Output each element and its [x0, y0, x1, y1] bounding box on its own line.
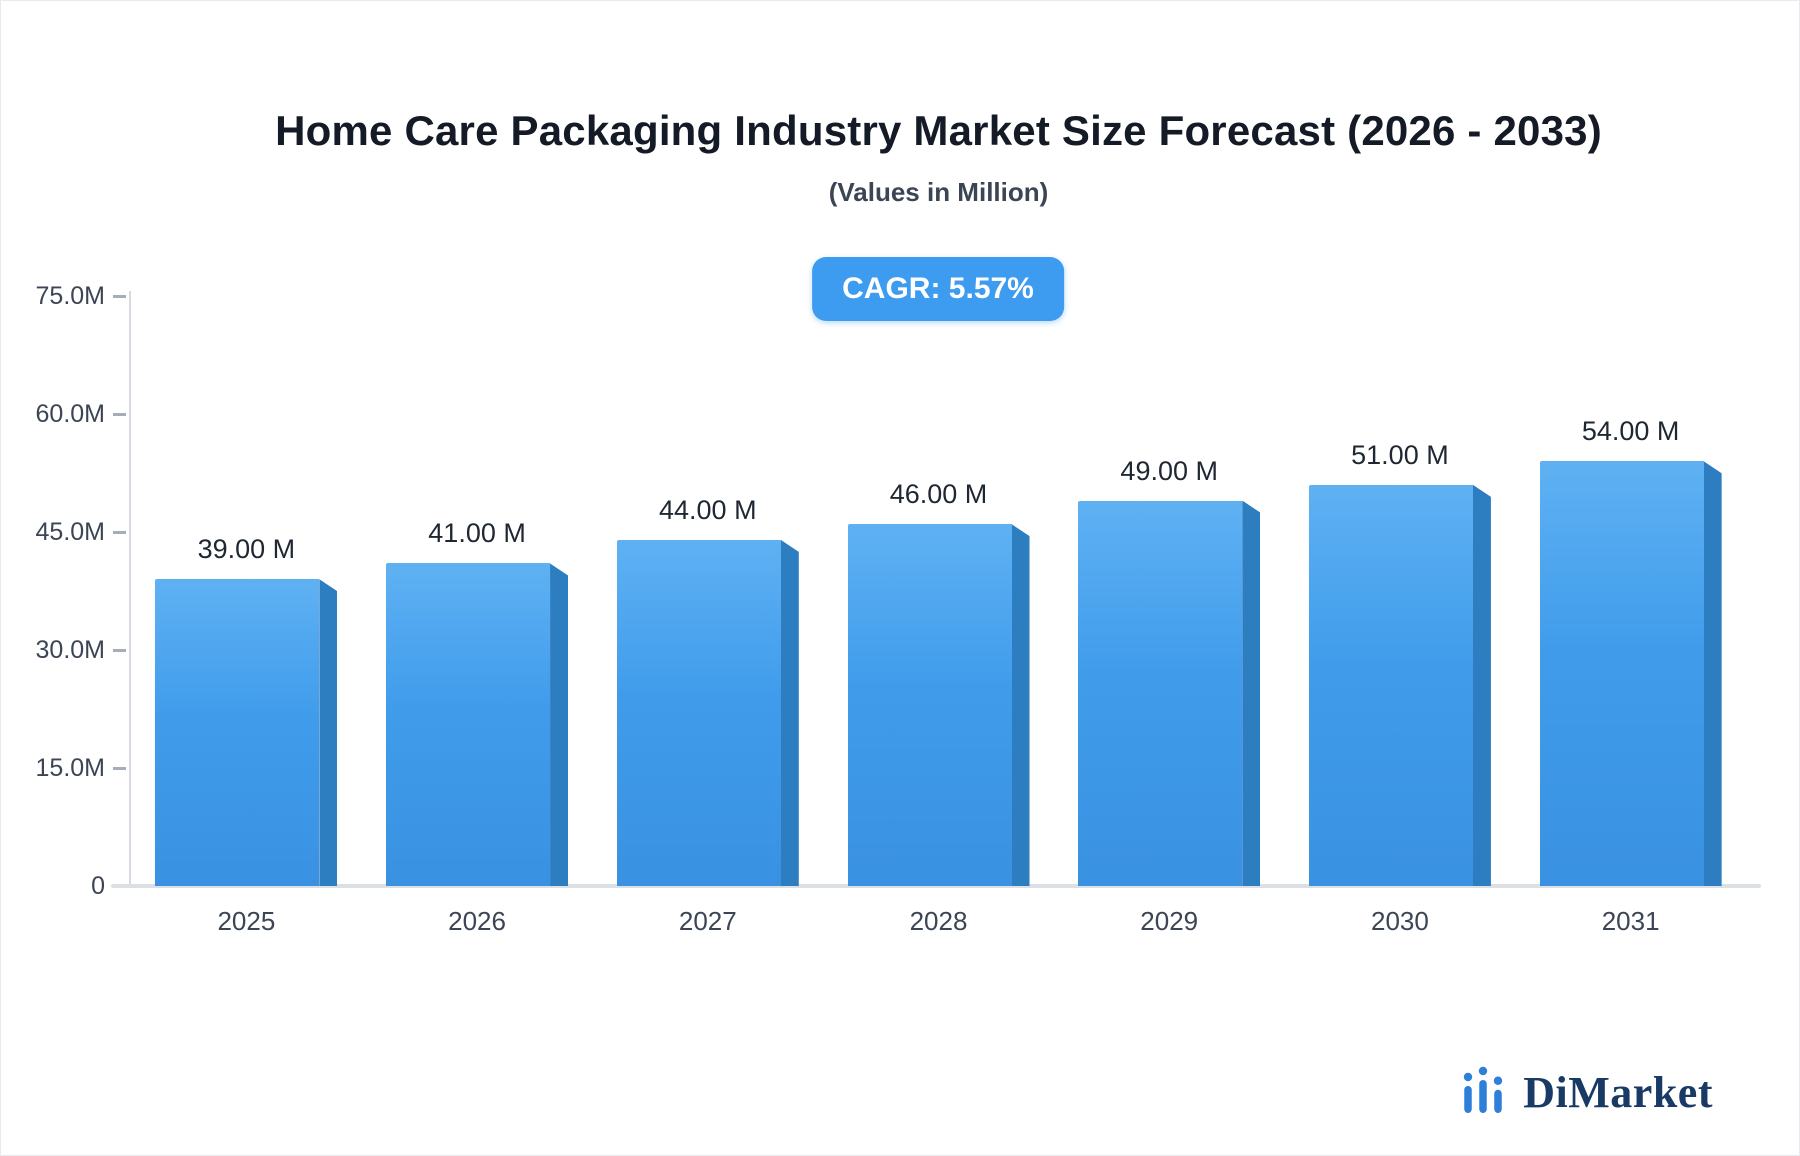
- x-axis-label: 2025: [217, 906, 276, 936]
- x-axis-label: 2028: [909, 906, 968, 936]
- y-tick-mark: [113, 531, 126, 534]
- y-tick-mark: [113, 767, 126, 770]
- y-tick-label: 0: [91, 872, 105, 900]
- y-tick-mark: [113, 295, 126, 298]
- x-axis-label: 2026: [448, 906, 506, 936]
- bar: [1539, 461, 1722, 886]
- y-axis-line: [129, 291, 131, 886]
- bar-value-label: 46.00 M: [889, 479, 988, 510]
- bar: [1078, 500, 1261, 886]
- bar-side-face: [1703, 461, 1722, 886]
- x-axis-label: 2031: [1601, 906, 1660, 936]
- bar-side-face: [319, 579, 338, 886]
- bar: [386, 563, 569, 886]
- bar-value-label: 41.00 M: [428, 518, 526, 549]
- bar-side-face: [780, 539, 799, 886]
- y-tick-label: 45.0M: [35, 518, 105, 546]
- x-axis-label: 2030: [1371, 906, 1429, 936]
- chart-subtitle: (Values in Million): [828, 177, 1049, 207]
- bar-side-face: [1472, 484, 1491, 886]
- bar-front-face: [616, 539, 781, 886]
- bar-side-face: [1242, 500, 1261, 886]
- bar-side-face: [550, 563, 569, 886]
- bar-value-label: 39.00 M: [197, 534, 296, 565]
- x-axis-label: 2029: [1140, 906, 1199, 936]
- bar-value-label: 54.00 M: [1581, 416, 1680, 447]
- bar-value-label: 44.00 M: [659, 494, 757, 525]
- y-tick-label: 60.0M: [35, 400, 105, 428]
- bar-front-face: [386, 563, 551, 886]
- bar-front-face: [1308, 484, 1473, 886]
- bar-front-face: [1078, 500, 1243, 886]
- plot-area: 39.00 M 2025 41.00 M 2026 44.00 M 2027 46.00 M…: [131, 296, 1746, 936]
- bar-front-face: [1539, 461, 1704, 886]
- bar-value-label: 49.00 M: [1120, 455, 1218, 486]
- bar-side-face: [1011, 524, 1030, 886]
- cagr-badge: CAGR: 5.57%: [812, 257, 1064, 321]
- brand-name: DiMarket: [1523, 1067, 1713, 1117]
- bar-value-label: 51.00 M: [1351, 439, 1449, 470]
- y-tick-label: 15.0M: [35, 754, 105, 782]
- bar-front-face: [847, 524, 1012, 886]
- y-tick-mark: [113, 413, 126, 416]
- bar-front-face: [155, 579, 320, 886]
- x-axis-baseline: [111, 884, 1761, 888]
- x-axis-label: 2027: [678, 906, 737, 936]
- y-tick-label: 75.0M: [35, 282, 105, 310]
- bar: [1308, 484, 1491, 886]
- brand-logo: DiMarket: [1459, 1065, 1713, 1119]
- bar-chart-logo-icon: [1459, 1065, 1513, 1119]
- y-tick-label: 30.0M: [35, 636, 105, 664]
- cagr-badge-label: CAGR: 5.57%: [842, 272, 1034, 305]
- bar: [155, 579, 338, 886]
- chart-title: Home Care Packaging Industry Market Size…: [275, 107, 1602, 154]
- bar: [847, 524, 1030, 886]
- bar: [616, 539, 799, 886]
- y-tick-mark: [113, 649, 126, 652]
